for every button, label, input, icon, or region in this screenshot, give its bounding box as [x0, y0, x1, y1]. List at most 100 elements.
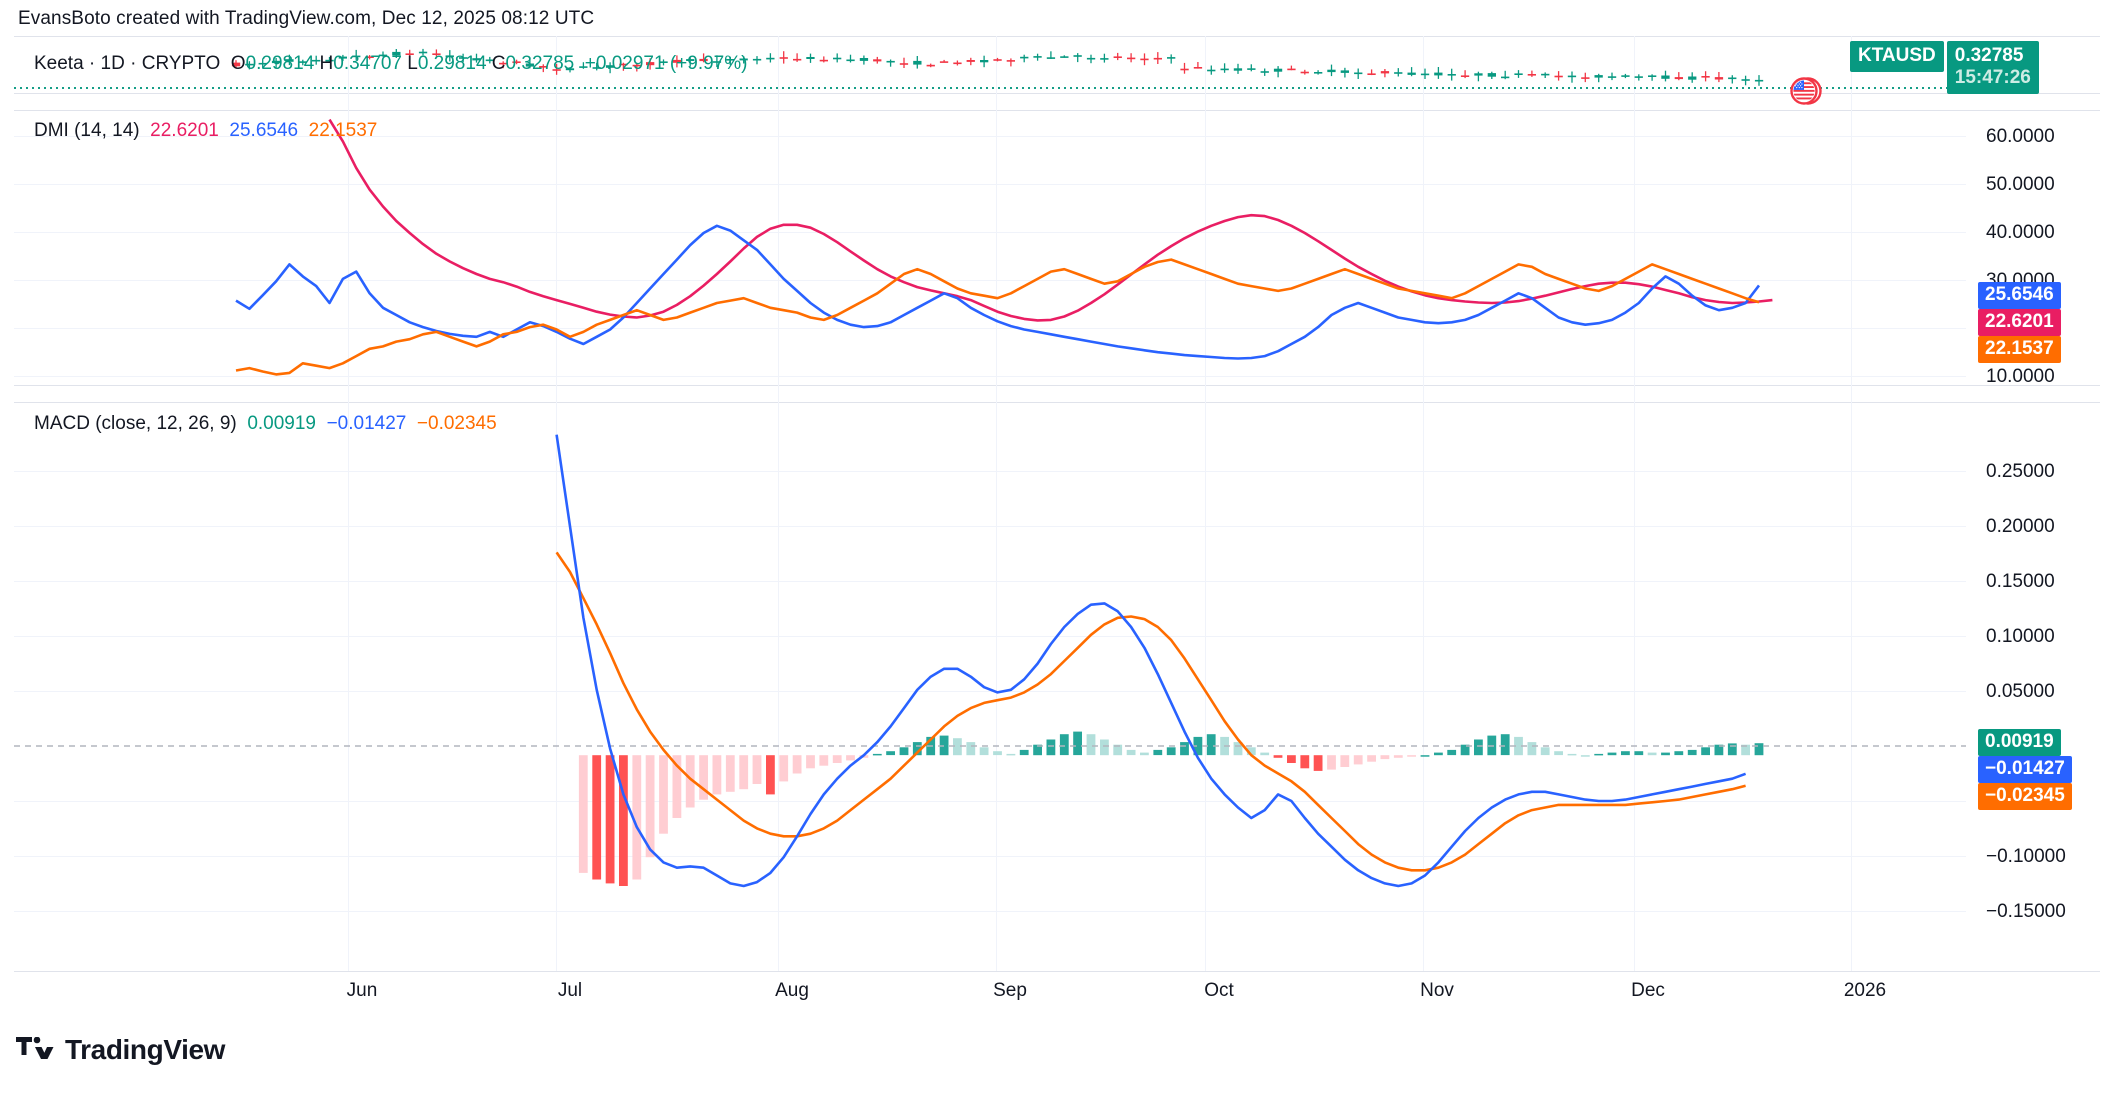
candle-body: [1607, 76, 1617, 78]
candle-body: [966, 60, 975, 62]
candle-body: [793, 58, 802, 61]
gridline-macd-010: [14, 636, 1966, 637]
macd-histogram-bar: [1714, 744, 1724, 756]
last-price-chip[interactable]: 0.32785 15:47:26: [1946, 41, 2039, 94]
macd-histogram-bar: [966, 742, 976, 756]
macd-histogram-bar: [1193, 736, 1203, 756]
last-price-badge[interactable]: KTAUSD 0.32785 15:47:26: [1850, 41, 2039, 94]
candle-body: [1046, 57, 1056, 59]
pane-border-bottom: [14, 971, 1966, 972]
dmi-di-minus-value: 22.1537: [308, 120, 378, 141]
macd-histogram-bar: [1100, 739, 1109, 756]
macd-histogram-bar: [832, 755, 842, 763]
candle-body: [258, 62, 267, 65]
vgrid-nov: [1423, 36, 1424, 971]
candle-body: [873, 59, 882, 62]
candle-body: [752, 58, 762, 61]
time-axis-label-sep: Sep: [993, 980, 1027, 1001]
ohlc-low-label: L: [407, 53, 418, 74]
time-axis[interactable]: Jun Jul Aug Sep Oct Nov Dec 2026: [14, 972, 2100, 1012]
macd-histogram-bar: [1006, 753, 1016, 756]
candle-body: [1207, 69, 1216, 72]
macd-histogram-bar: [1420, 755, 1430, 757]
candle-body: [1741, 79, 1750, 81]
macd-histogram-bar: [645, 755, 655, 858]
us-flag-economic-event-icon[interactable]: [1789, 74, 1823, 108]
axis-border-dmi-top: [1966, 110, 2100, 111]
candle-body: [1100, 58, 1109, 60]
macd-histogram-bar: [1407, 755, 1416, 757]
macd-histogram-bar: [1514, 736, 1523, 756]
macd-histogram-bar: [1594, 753, 1604, 756]
candle-body: [1487, 73, 1496, 77]
macd-histogram-bar: [1260, 752, 1270, 756]
macd-histogram-bar: [1140, 752, 1149, 756]
dmi-di-minus-badge: 22.1537: [1978, 336, 2061, 363]
last-price-value: 0.32785: [1954, 45, 2024, 66]
tradingview-logo[interactable]: TradingView: [16, 1034, 225, 1066]
macd-histogram-bar: [592, 755, 602, 880]
gridline-dmi-30: [14, 280, 1966, 281]
gridline-macd-015: [14, 581, 1966, 582]
candle-body: [1340, 70, 1349, 73]
candle-body: [1460, 75, 1470, 77]
macd-histogram-bar: [1300, 755, 1310, 769]
price-axis[interactable]: KTAUSD 0.32785 15:47:26 60.0000 50.0000 …: [1850, 36, 2100, 972]
macd-histogram-bar: [1621, 751, 1630, 756]
candle-body: [712, 61, 722, 63]
dmi-title: DMI (14, 14): [34, 120, 140, 141]
tradingview-wordmark: TradingView: [65, 1034, 226, 1065]
price-candlestick-series: [14, 48, 1966, 89]
candle-body: [472, 58, 481, 61]
candle-body: [806, 57, 815, 59]
dmi-di-plus-badge: 25.6546: [1978, 282, 2061, 309]
macd-histogram-bar: [1687, 749, 1697, 756]
candle-body: [699, 58, 708, 62]
candle-body: [592, 67, 601, 69]
vgrid-oct: [1205, 36, 1206, 971]
candle-body: [1394, 72, 1403, 74]
macd-histogram-bar: [819, 755, 829, 766]
price-change-percent: (+9.97%): [669, 53, 748, 74]
candle-body: [899, 63, 909, 65]
macd-histogram-bar: [1674, 751, 1684, 756]
macd-histogram-bar: [806, 755, 815, 769]
attribution-text: EvansBoto created with TradingView.com, …: [18, 8, 595, 29]
dmi-legend[interactable]: DMI (14, 14) 22.6201 25.6546 22.1537: [34, 121, 377, 140]
gridline-macd-025: [14, 471, 1966, 472]
macd-histogram-bar: [685, 755, 695, 808]
candle-body: [338, 56, 347, 59]
candle-body: [1060, 56, 1069, 58]
candle-body: [1701, 76, 1710, 78]
time-axis-label-aug: Aug: [775, 980, 809, 1001]
candle-body: [739, 58, 748, 61]
gridline-macd-neg010: [14, 856, 1966, 857]
candle-body: [1714, 77, 1724, 80]
macd-histogram-bar: [1554, 751, 1563, 756]
time-axis-label-jun: Jun: [346, 980, 378, 1001]
symbol-ticker-chip[interactable]: KTAUSD: [1850, 41, 1944, 72]
symbol-legend[interactable]: Keeta · 1D · CRYPTO O0.29814 H0.34707 L0…: [34, 54, 747, 73]
pane-border-price-bottom: [14, 93, 1966, 94]
candle-body: [1380, 71, 1390, 74]
time-axis-label-oct: Oct: [1204, 980, 1234, 1001]
pane-border-top: [14, 36, 1966, 37]
candle-body: [1314, 72, 1323, 74]
macd-legend[interactable]: MACD (close, 12, 26, 9) 0.00919 −0.01427…: [34, 414, 497, 433]
macd-histogram-bar: [846, 755, 855, 761]
macd-histogram-bar: [619, 755, 628, 886]
candle-body: [432, 53, 441, 55]
gridline-dmi-20: [14, 328, 1966, 329]
macd-signal-badge: −0.02345: [1978, 783, 2072, 810]
candle-body: [1113, 56, 1122, 58]
macd-histogram-bar: [1647, 752, 1657, 756]
pane-border-dmi-top: [14, 110, 1966, 111]
macd-histogram-bar: [1166, 747, 1176, 756]
chart-plot-area[interactable]: Keeta · 1D · CRYPTO O0.29814 H0.34707 L0…: [14, 36, 1966, 972]
axis-border-macd-top: [1966, 402, 2100, 403]
candle-body: [1287, 68, 1296, 71]
candle-body: [1634, 76, 1643, 78]
gridline-macd-020: [14, 526, 1966, 527]
candle-body: [1233, 68, 1243, 71]
candle-body: [1153, 57, 1162, 60]
